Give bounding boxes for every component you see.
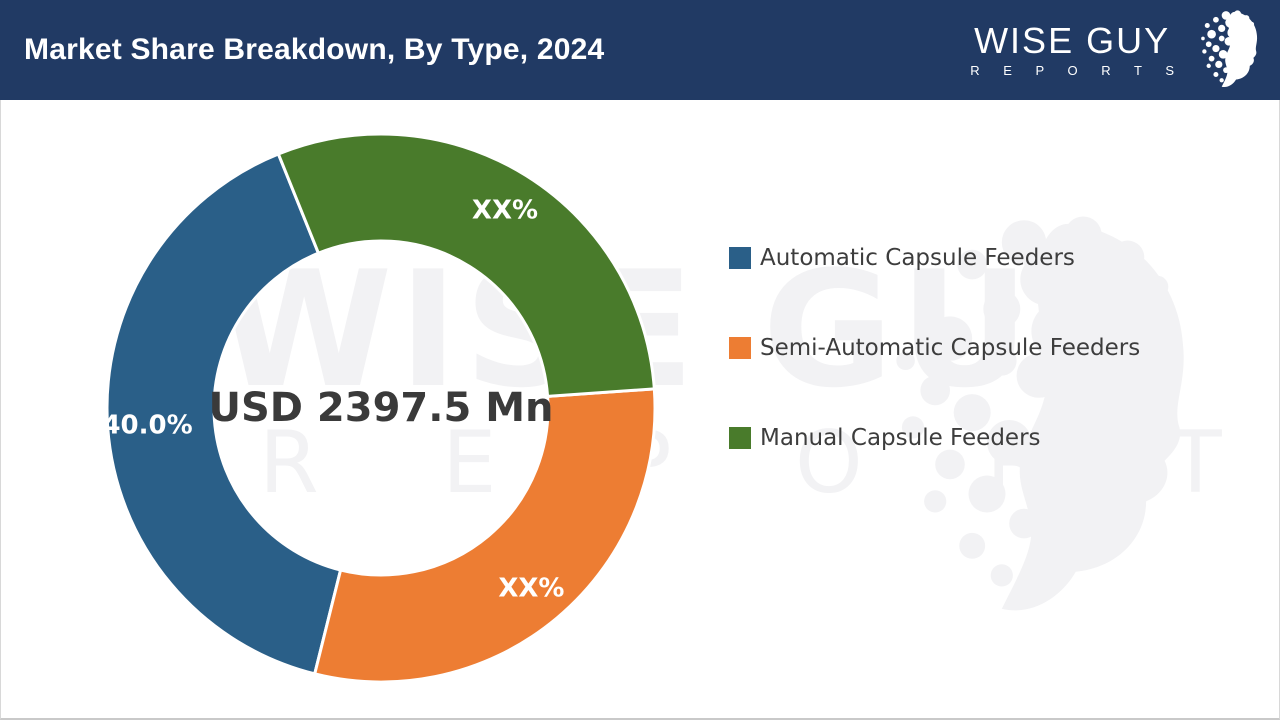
legend-label: Semi-Automatic Capsule Feeders xyxy=(760,335,1141,361)
wiseguy-head-icon xyxy=(1190,8,1262,92)
donut-slice-2 xyxy=(313,387,657,684)
header: Market Share Breakdown, By Type, 2024 WI… xyxy=(0,0,1280,100)
legend-item-2: Semi-Automatic Capsule Feeders xyxy=(729,334,1140,362)
chart-legend: Automatic Capsule Feeders Semi-Automatic … xyxy=(729,244,1140,514)
watermark-wordmark: WISE GUY xyxy=(216,236,1158,423)
chart-center-value: USD 2397.5 Mn xyxy=(208,385,554,431)
logo-wordmark: WISE GUY xyxy=(974,19,1171,61)
legend-swatch xyxy=(729,427,751,449)
wiseguy-logo: WISE GUY R E P O R T S xyxy=(960,8,1262,92)
legend-item-1: Automatic Capsule Feeders xyxy=(729,244,1140,272)
donut-chart: 40.0% XX% XX% xyxy=(102,132,657,684)
logo-subtitle: R E P O R T S xyxy=(970,62,1184,78)
legend-label: Manual Capsule Feeders xyxy=(760,425,1041,451)
slice-percent-label: XX% xyxy=(472,196,538,226)
donut-slice-1 xyxy=(105,152,343,676)
donut-slice-3 xyxy=(276,132,656,398)
legend-swatch xyxy=(729,247,751,269)
watermark: WISE GUY R E P O R T S xyxy=(1,100,1279,718)
legend-swatch xyxy=(729,337,751,359)
legend-label: Automatic Capsule Feeders xyxy=(760,245,1075,271)
legend-item-3: Manual Capsule Feeders xyxy=(729,424,1140,452)
chart-area: WISE GUY R E P O R T S 40.0% XX% XX% USD 2… xyxy=(0,100,1280,720)
slice-percent-label: XX% xyxy=(498,573,564,603)
page-title: Market Share Breakdown, By Type, 2024 xyxy=(24,33,605,66)
logo-text: WISE GUY R E P O R T S xyxy=(960,19,1184,78)
slice-percent-label: 40.0% xyxy=(102,410,192,440)
